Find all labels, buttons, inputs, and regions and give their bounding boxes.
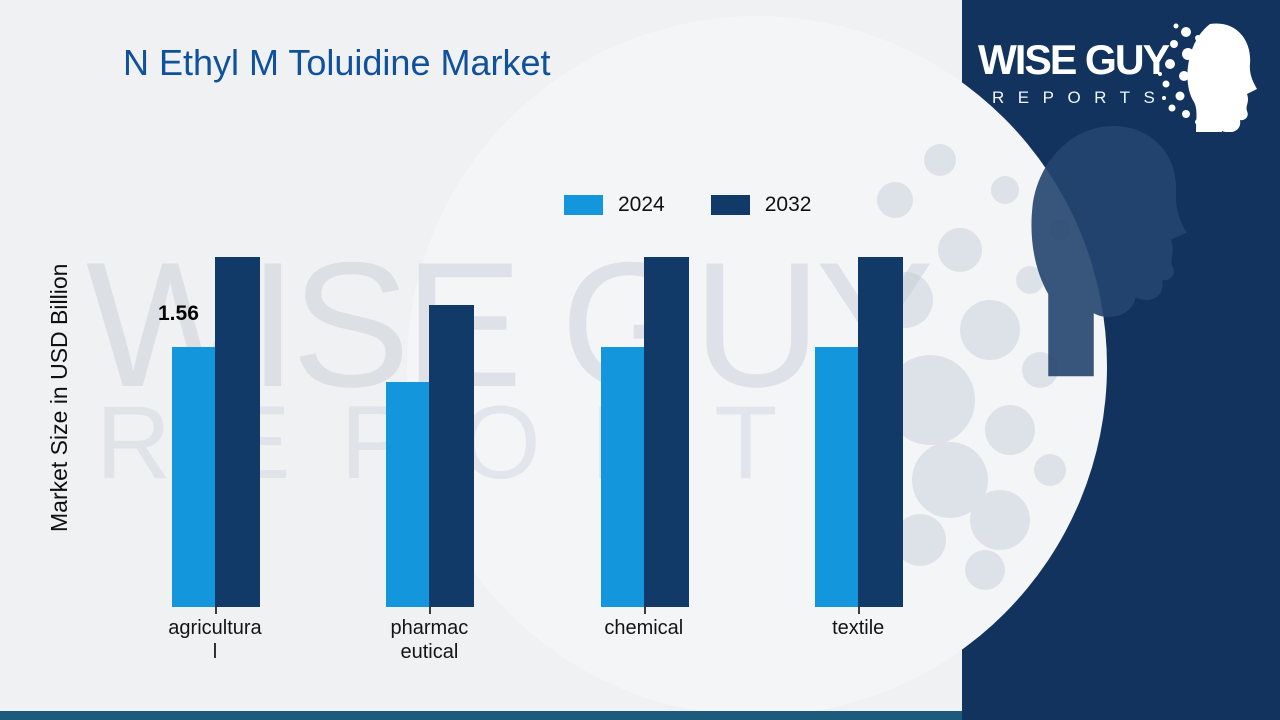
brand-subtitle: REPORTS (992, 88, 1169, 107)
brand-name: WISE GUY (978, 36, 1170, 83)
bottom-accent-strip (0, 711, 962, 720)
x-axis-tick (643, 607, 646, 614)
head-profile-logo-icon (1158, 23, 1257, 132)
bar-2032-textile (858, 257, 904, 607)
x-axis-label-agricultural: agricultura l (168, 617, 262, 663)
bar-2024-agricultural (172, 347, 215, 607)
legend-swatch-2032 (710, 195, 750, 215)
bar-value-label: 1.56 (158, 302, 199, 325)
legend: 2024 2032 (564, 193, 857, 217)
bar-2032-chemical (643, 257, 689, 607)
watermark-circle (407, 16, 1107, 716)
legend-item-2032: 2032 (710, 193, 812, 217)
legend-label-2024: 2024 (618, 193, 665, 216)
brand-logo: WISE GUY REPORTS (978, 36, 1172, 108)
bar-2024-pharmaceutical (386, 382, 430, 607)
x-axis-label-pharmaceutical: pharmac eutical (390, 617, 469, 663)
bar-2024-textile (815, 347, 859, 607)
bar-2024-chemical (600, 347, 644, 607)
x-axis-tick (858, 607, 861, 614)
bar-2032-agricultural (215, 257, 260, 607)
x-axis-tick (215, 607, 217, 614)
bar-2032-pharmaceutical (429, 305, 475, 607)
x-axis-label-textile: textile (832, 617, 885, 639)
plot-area: 1.56 agricultura l pharmac eutical chemica… (130, 230, 940, 663)
x-axis-tick (429, 607, 432, 614)
y-axis-label: Market Size in USD Billion (46, 263, 72, 533)
panel-face-silhouette-icon (1031, 126, 1187, 377)
legend-label-2032: 2032 (764, 193, 812, 216)
legend-item-2024: 2024 (564, 193, 665, 217)
x-axis-label-chemical: chemical (604, 617, 684, 639)
page-title: N Ethyl M Toluidine Market (123, 42, 551, 83)
legend-swatch-2024 (564, 195, 603, 215)
